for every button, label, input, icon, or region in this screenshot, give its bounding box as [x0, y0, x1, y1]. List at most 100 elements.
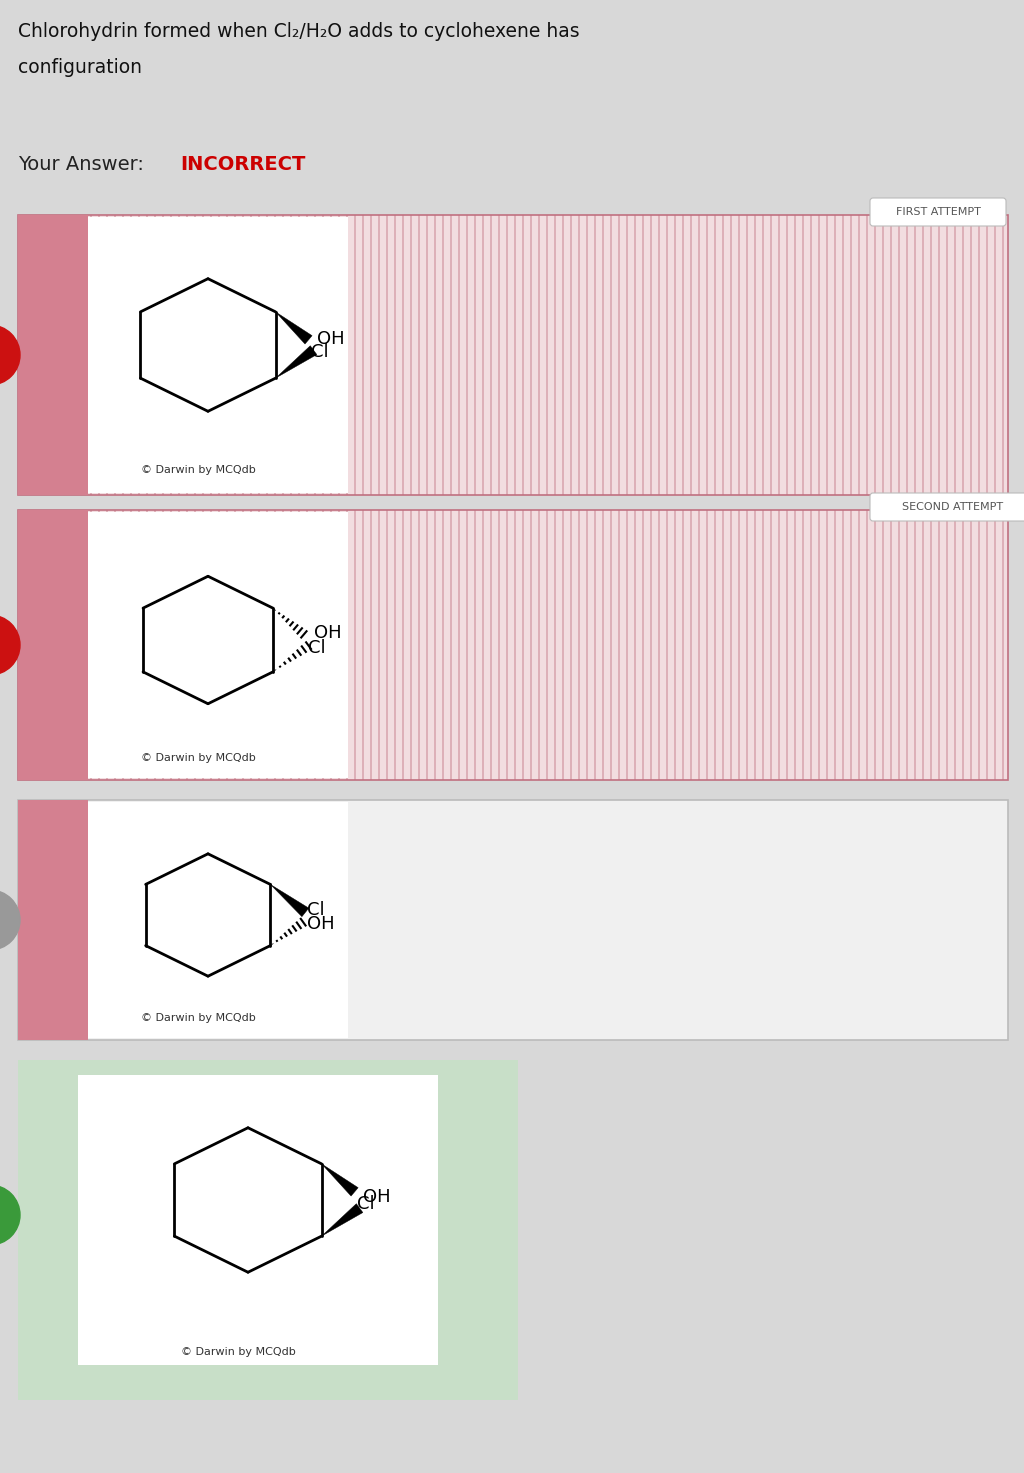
Bar — [18, 510, 1008, 781]
Bar — [970, 215, 972, 495]
Bar — [586, 510, 588, 781]
Bar — [882, 510, 884, 781]
Bar — [938, 215, 939, 495]
Bar — [698, 510, 699, 781]
Bar — [898, 215, 899, 495]
Bar — [890, 215, 892, 495]
Bar — [58, 215, 59, 495]
Bar — [666, 510, 668, 781]
Text: OH: OH — [362, 1189, 390, 1206]
Bar — [522, 215, 523, 495]
Bar — [88, 217, 348, 493]
Bar — [914, 215, 915, 495]
Bar — [650, 215, 651, 495]
Bar — [810, 510, 811, 781]
Text: Cl: Cl — [307, 900, 325, 919]
Bar — [506, 215, 508, 495]
Bar — [626, 510, 628, 781]
Bar — [802, 215, 804, 495]
Bar — [58, 510, 59, 781]
Text: Your Answer:: Your Answer: — [18, 155, 144, 174]
Bar — [482, 510, 483, 781]
Bar — [594, 510, 596, 781]
Bar — [346, 510, 347, 781]
Bar — [178, 510, 179, 781]
Bar — [458, 215, 460, 495]
Bar — [570, 215, 571, 495]
Bar — [18, 215, 1008, 495]
Bar — [346, 215, 347, 495]
Bar — [410, 215, 412, 495]
Bar — [130, 510, 131, 781]
Bar — [610, 510, 611, 781]
Bar — [906, 215, 907, 495]
Bar — [562, 510, 563, 781]
Bar — [18, 800, 88, 1040]
Bar — [818, 510, 819, 781]
Bar — [682, 510, 683, 781]
Bar — [762, 215, 764, 495]
Bar — [386, 215, 387, 495]
Polygon shape — [275, 346, 316, 379]
Bar — [490, 510, 492, 781]
Bar — [362, 510, 364, 781]
Bar — [226, 510, 227, 781]
Bar — [218, 215, 219, 495]
Bar — [786, 215, 787, 495]
Bar — [138, 215, 139, 495]
Bar — [826, 215, 827, 495]
Bar — [882, 215, 884, 495]
Bar — [930, 510, 932, 781]
Bar — [626, 215, 628, 495]
Bar — [74, 510, 76, 781]
Bar — [90, 510, 91, 781]
Bar — [994, 510, 995, 781]
Bar — [762, 510, 764, 781]
Bar — [18, 510, 88, 781]
Bar — [274, 510, 275, 781]
Bar — [98, 215, 99, 495]
Bar — [986, 510, 987, 781]
Bar — [794, 215, 796, 495]
Bar — [490, 215, 492, 495]
Bar — [498, 510, 500, 781]
Bar — [986, 215, 987, 495]
Polygon shape — [270, 884, 309, 916]
Bar — [378, 215, 380, 495]
Bar — [242, 215, 244, 495]
Bar — [690, 510, 691, 781]
Bar — [194, 215, 196, 495]
Bar — [962, 510, 964, 781]
FancyBboxPatch shape — [870, 493, 1024, 521]
Bar — [34, 215, 36, 495]
Text: INCORRECT: INCORRECT — [180, 155, 305, 174]
Bar — [570, 510, 571, 781]
Bar — [858, 215, 859, 495]
Text: Cl: Cl — [308, 639, 326, 657]
Bar — [810, 215, 811, 495]
Bar — [314, 510, 315, 781]
Bar — [658, 215, 659, 495]
Text: © Darwin by MCQdb: © Darwin by MCQdb — [140, 465, 255, 474]
Bar — [88, 801, 348, 1038]
Bar — [354, 215, 355, 495]
Bar — [586, 215, 588, 495]
Bar — [162, 215, 164, 495]
Bar — [770, 510, 771, 781]
Bar — [18, 1061, 518, 1399]
Bar — [682, 215, 683, 495]
Bar — [234, 510, 236, 781]
Bar — [402, 215, 403, 495]
Circle shape — [0, 326, 20, 384]
Bar — [130, 215, 131, 495]
Bar — [714, 215, 716, 495]
Bar — [498, 215, 500, 495]
Bar — [370, 510, 372, 781]
Bar — [866, 510, 867, 781]
Bar — [666, 215, 668, 495]
Bar — [290, 510, 292, 781]
Bar — [170, 510, 171, 781]
Bar — [82, 510, 84, 781]
Bar — [538, 510, 540, 781]
Bar — [458, 510, 460, 781]
